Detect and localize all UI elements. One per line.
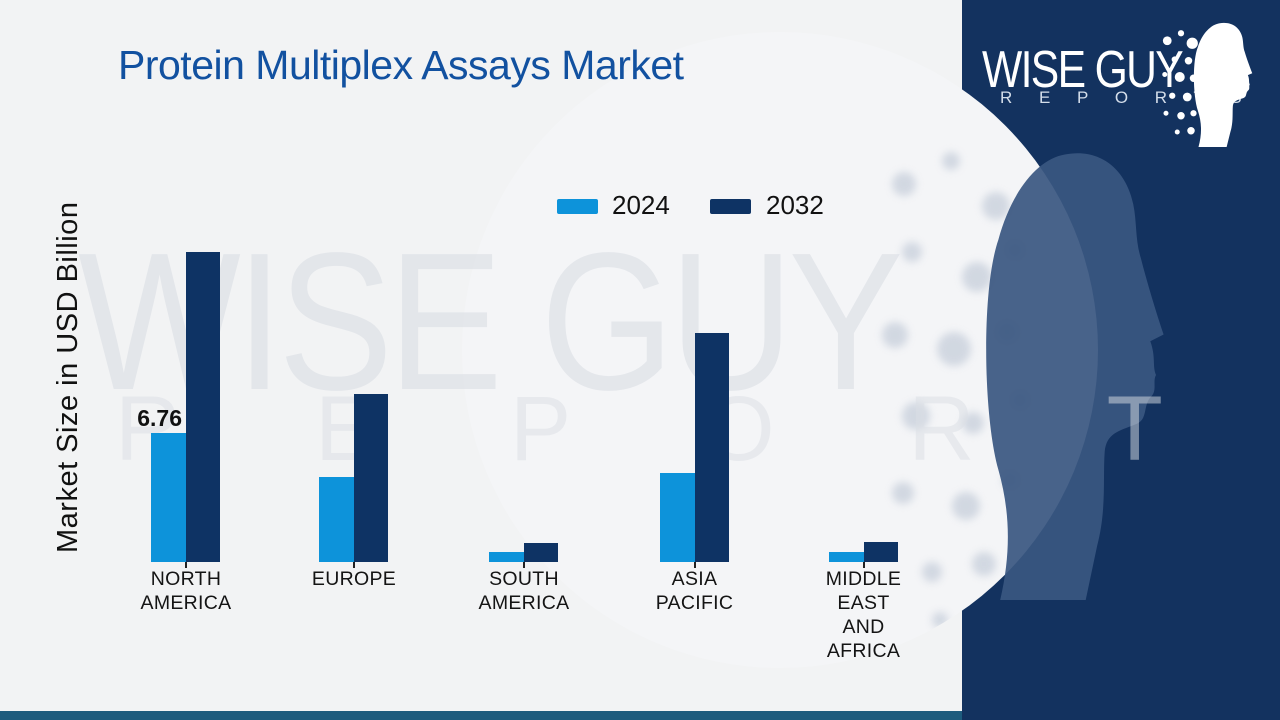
bottom-strip <box>0 711 962 720</box>
page-title: Protein Multiplex Assays Market <box>118 42 684 88</box>
x-axis-tick <box>353 562 355 568</box>
bar-2032-asia-pacific <box>694 333 729 562</box>
bar-2024-asia-pacific <box>659 473 695 562</box>
logo-brand-text: WISE GUY <box>982 41 1184 99</box>
decorative-dot <box>937 332 971 366</box>
legend-swatch-2032 <box>710 199 751 214</box>
decorative-dot <box>962 262 992 292</box>
legend-label-2024: 2024 <box>612 190 670 220</box>
legend-swatch-2024 <box>557 199 598 214</box>
logo-sub-text: R E P O R T S <box>1000 88 1253 107</box>
x-axis-tick <box>862 562 865 568</box>
category-label-south-america: SOUTH AMERICA <box>478 568 570 614</box>
decorative-dot <box>942 152 960 170</box>
decorative-dot <box>982 192 1010 220</box>
legend-label-2032: 2032 <box>766 190 824 220</box>
logo-face-icon <box>1162 22 1253 147</box>
decorative-dot <box>902 402 930 430</box>
bar-value-label: 6.76 <box>137 405 182 431</box>
decorative-dot <box>932 612 948 628</box>
bar-2024-middle-east-and-africa <box>828 552 864 562</box>
bar-2032-north-america <box>186 252 220 562</box>
decorative-dot <box>892 172 916 196</box>
category-label-middle-east-and-africa: MIDDLE EAST AND AFRICA <box>825 568 902 662</box>
category-label-europe: EUROPE <box>311 568 397 590</box>
y-axis-label: Market Size in USD Billion <box>52 201 84 554</box>
x-axis-tick <box>185 562 187 568</box>
bar-2032-europe <box>354 394 388 562</box>
category-label-north-america: NORTH AMERICA <box>140 568 232 614</box>
bar-2032-middle-east-and-africa <box>863 542 898 562</box>
bar-2024-south-america <box>489 552 524 562</box>
decorative-dot <box>972 552 996 576</box>
bar-2024-north-america <box>151 433 186 562</box>
face-profile-silhouette-icon <box>986 153 1164 600</box>
decorative-dot <box>952 492 980 520</box>
decorative-dot <box>922 562 942 582</box>
decorative-dot <box>882 322 908 348</box>
decorative-dot <box>902 242 922 262</box>
x-axis-tick <box>693 562 696 568</box>
decorative-dot <box>892 482 914 504</box>
decorative-dot <box>962 412 984 434</box>
bar-2024-europe <box>319 477 354 562</box>
bar-2032-south-america <box>524 543 558 562</box>
category-label-asia-pacific: ASIA PACIFIC <box>655 568 734 614</box>
x-axis-tick <box>523 562 525 568</box>
